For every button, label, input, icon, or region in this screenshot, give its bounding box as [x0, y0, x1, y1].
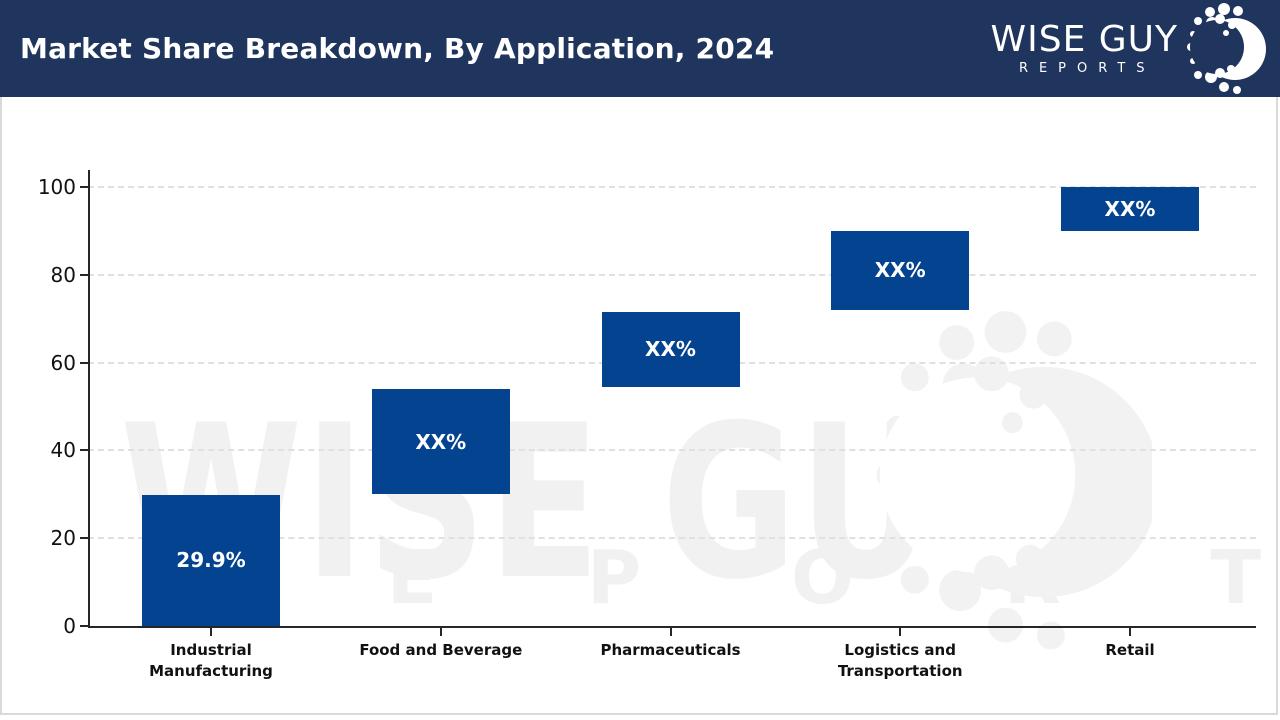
- category-label: Logistics and Transportation: [837, 641, 963, 680]
- chart-canvas: WISE GUY R E P O R T S: [0, 97, 1280, 715]
- x-tick-mark: [439, 628, 442, 636]
- x-tick-mark: [899, 628, 902, 636]
- logo-wordmark-line2: REPORTS: [1018, 61, 1156, 76]
- logo: WISE GUY REPORTS: [990, 2, 1266, 95]
- y-tick-mark: [80, 537, 88, 540]
- bar: XX%: [601, 312, 740, 387]
- gridline: [88, 273, 1256, 276]
- y-tick-label: 20: [50, 526, 76, 551]
- category-label: Pharmaceuticals: [600, 641, 741, 659]
- page-title: Market Share Breakdown, By Application, …: [20, 32, 775, 65]
- category-label: Food and Beverage: [359, 641, 523, 659]
- x-tick-mark: [210, 628, 212, 636]
- bar: XX%: [831, 230, 970, 310]
- y-tick-label: 80: [50, 262, 76, 287]
- y-tick-label: 60: [50, 350, 76, 375]
- logo-wordmark-line1: WISE GUY: [990, 19, 1178, 60]
- bar-value-label: XX%: [1104, 196, 1156, 221]
- bar: XX%: [371, 388, 510, 495]
- logo-wordmark: WISE GUY REPORTS: [990, 19, 1179, 76]
- bar-value-label: XX%: [874, 258, 926, 283]
- category-label: Retail: [1105, 641, 1155, 659]
- gridline: [88, 186, 1256, 188]
- y-tick-label: 0: [63, 614, 76, 638]
- bar-value-label: XX%: [645, 337, 696, 362]
- logo-face-icon: [1187, 2, 1266, 94]
- x-tick-mark: [669, 628, 672, 636]
- y-axis: [88, 170, 90, 628]
- y-tick-mark: [80, 273, 88, 276]
- x-tick-mark: [1129, 628, 1131, 636]
- y-tick-label: 100: [37, 175, 76, 199]
- y-tick-mark: [80, 625, 88, 627]
- header: Market Share Breakdown, By Application, …: [0, 0, 1280, 97]
- gridline: [88, 449, 1256, 452]
- bar-value-label: XX%: [415, 429, 467, 454]
- category-label: Industrial Manufacturing: [149, 641, 273, 680]
- y-tick-mark: [80, 186, 88, 188]
- y-tick-label: 40: [50, 438, 76, 463]
- bar: XX%: [1061, 187, 1199, 231]
- bar: 29.9%: [142, 494, 280, 626]
- x-axis: [88, 626, 1256, 628]
- y-tick-mark: [80, 449, 88, 452]
- bar-value-label: 29.9%: [176, 548, 246, 573]
- gridline: [88, 537, 1256, 540]
- y-tick-mark: [80, 361, 88, 364]
- watermark-face-icon: [876, 311, 1152, 650]
